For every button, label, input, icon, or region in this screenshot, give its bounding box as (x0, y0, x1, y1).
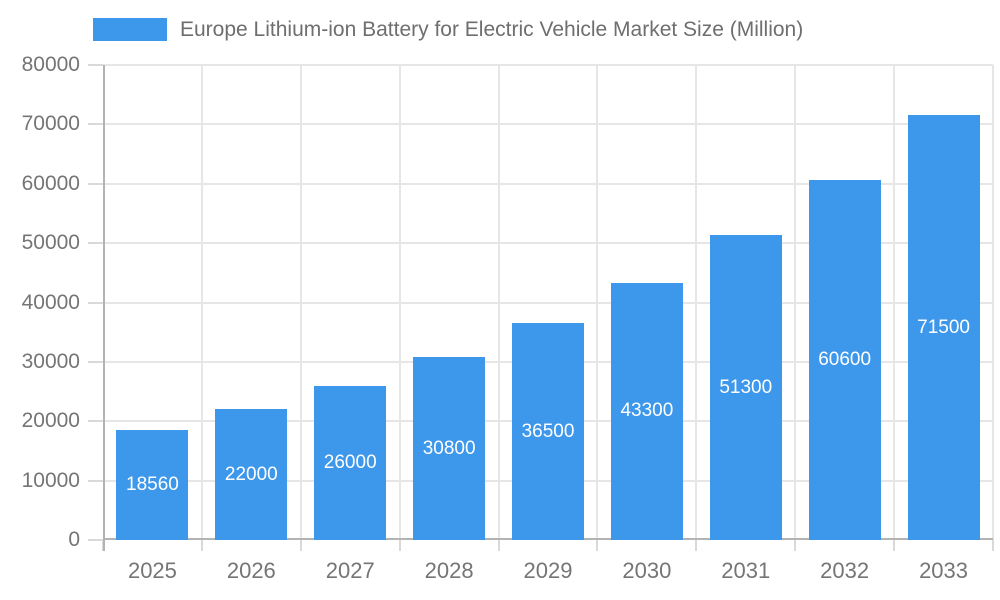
x-tick (596, 540, 599, 551)
y-axis-label: 40000 (21, 290, 80, 314)
y-tick (88, 64, 103, 66)
y-tick (88, 242, 103, 245)
y-axis-label: 80000 (21, 53, 80, 76)
x-axis-label: 2029 (523, 558, 573, 583)
gridline-vertical (299, 65, 302, 540)
legend: Europe Lithium-ion Battery for Electric … (93, 18, 803, 41)
y-axis-label: 10000 (21, 468, 80, 492)
gridline-vertical (497, 65, 500, 540)
bar-value-label: 22000 (224, 463, 278, 485)
x-axis-label: 2033 (919, 558, 969, 583)
y-tick (88, 182, 103, 185)
y-axis-label: 20000 (21, 409, 80, 433)
bar-value-label: 18560 (126, 473, 179, 495)
bar-value-label: 71500 (917, 316, 970, 338)
bar: 30800 (413, 357, 486, 540)
y-tick (88, 539, 103, 541)
gridline-vertical (893, 65, 896, 540)
y-tick (88, 420, 103, 423)
bar: 60600 (808, 180, 881, 540)
y-tick (88, 301, 103, 304)
x-axis-label: 2028 (424, 558, 474, 583)
x-axis-label: 2025 (127, 558, 177, 583)
bar: 18560 (116, 429, 189, 540)
gridline-vertical (200, 65, 203, 540)
bar-value-label: 26000 (323, 451, 377, 473)
y-tick (88, 123, 103, 126)
x-tick (299, 540, 302, 551)
y-axis-label: 60000 (21, 171, 80, 195)
x-axis-label: 2030 (622, 558, 672, 583)
y-tick (88, 479, 103, 482)
bar-value-label: 43300 (620, 400, 674, 422)
x-tick (794, 540, 797, 551)
x-tick (398, 540, 401, 551)
x-axis-label: 2031 (721, 558, 771, 583)
gridline-horizontal (103, 242, 993, 245)
bar-value-label: 60600 (818, 349, 872, 371)
y-tick (88, 360, 103, 363)
x-axis-label: 2027 (325, 558, 375, 583)
gridline-horizontal (103, 123, 993, 126)
y-axis-label: 50000 (21, 231, 80, 255)
y-axis-label: 0 (68, 528, 80, 551)
x-tick (992, 540, 994, 551)
gridline-vertical (695, 65, 698, 540)
bar: 22000 (215, 409, 288, 540)
gridline-vertical (398, 65, 401, 540)
bar-value-label: 30800 (422, 437, 476, 459)
bar: 43300 (610, 282, 683, 540)
bar: 71500 (907, 115, 980, 540)
y-axis-label: 30000 (21, 349, 80, 373)
gridline-horizontal (103, 182, 993, 185)
gridline-vertical (596, 65, 599, 540)
gridline-horizontal (103, 301, 993, 304)
gridline-vertical (992, 65, 994, 540)
legend-swatch (93, 18, 167, 41)
x-tick (200, 540, 203, 551)
bar: 36500 (512, 323, 584, 540)
x-tick (893, 540, 896, 551)
gridline-horizontal (103, 64, 993, 66)
bar: 51300 (709, 235, 782, 540)
legend-label: Europe Lithium-ion Battery for Electric … (180, 18, 804, 41)
y-axis-label: 70000 (21, 112, 80, 136)
bar-value-label: 51300 (719, 376, 773, 398)
x-tick (497, 540, 500, 551)
gridline-vertical (794, 65, 797, 540)
y-axis-line (103, 65, 105, 551)
bar-value-label: 36500 (521, 420, 575, 442)
bar: 26000 (314, 385, 387, 540)
x-tick (695, 540, 698, 551)
x-axis-label: 2032 (820, 558, 870, 583)
x-axis-label: 2026 (226, 558, 276, 583)
